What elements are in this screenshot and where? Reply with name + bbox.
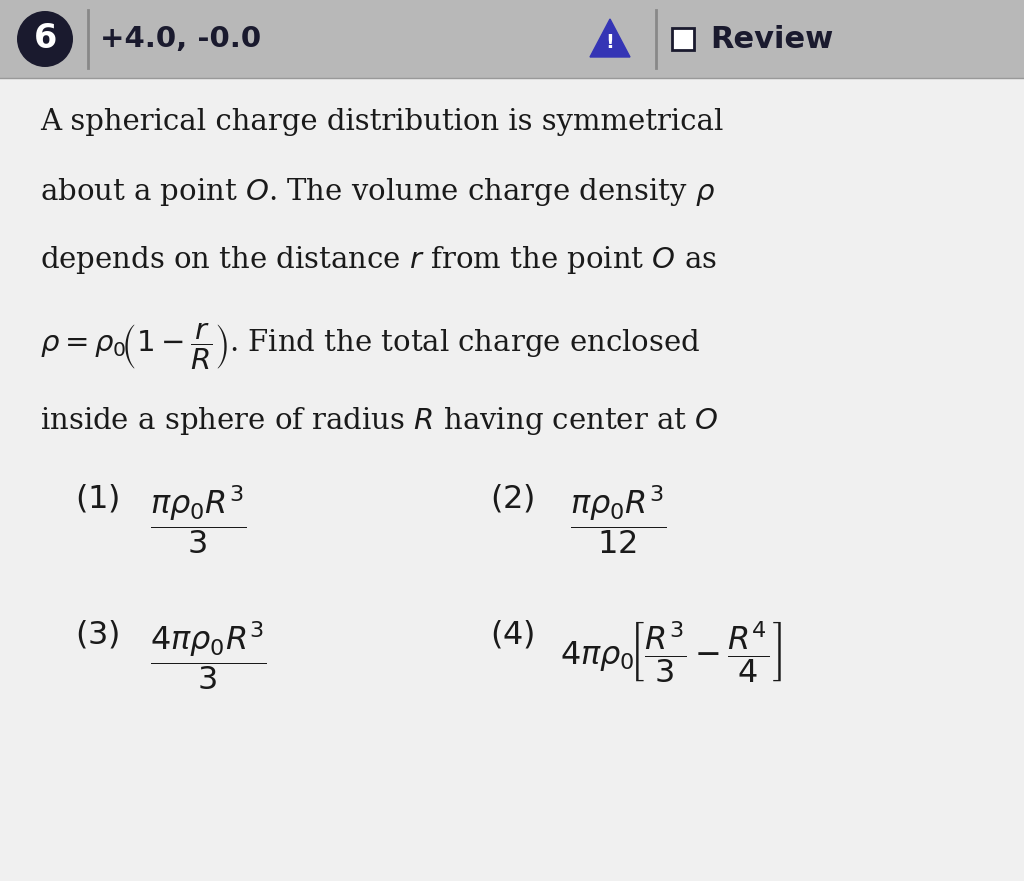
Text: 6: 6 — [34, 23, 56, 56]
Text: $(4)$: $(4)$ — [490, 619, 535, 651]
Text: about a point $O$. The volume charge density $\rho$: about a point $O$. The volume charge den… — [40, 176, 716, 208]
Text: +4.0, -0.0: +4.0, -0.0 — [100, 25, 261, 53]
Polygon shape — [590, 19, 630, 57]
Text: $(3)$: $(3)$ — [75, 619, 120, 651]
Text: $\dfrac{\pi\rho_0 R^3}{12}$: $\dfrac{\pi\rho_0 R^3}{12}$ — [570, 483, 667, 556]
Text: !: ! — [605, 33, 614, 53]
Text: Review: Review — [710, 25, 834, 54]
Text: $4\pi\rho_0\!\left[\dfrac{R^3}{3}-\dfrac{R^4}{4}\right]$: $4\pi\rho_0\!\left[\dfrac{R^3}{3}-\dfrac… — [560, 619, 781, 685]
Text: $(2)$: $(2)$ — [490, 483, 535, 515]
Text: depends on the distance $r$ from the point $O$ as: depends on the distance $r$ from the poi… — [40, 244, 717, 276]
Bar — [672, 28, 694, 50]
Text: inside a sphere of radius $R$ having center at $O$: inside a sphere of radius $R$ having cen… — [40, 405, 719, 437]
Text: $\dfrac{\pi\rho_0 R^3}{3}$: $\dfrac{\pi\rho_0 R^3}{3}$ — [150, 483, 247, 556]
Bar — [0, 0, 1024, 78]
Text: A spherical charge distribution is symmetrical: A spherical charge distribution is symme… — [40, 108, 723, 136]
Circle shape — [17, 11, 73, 67]
Text: $\dfrac{4\pi\rho_0 R^3}{3}$: $\dfrac{4\pi\rho_0 R^3}{3}$ — [150, 619, 266, 692]
Text: $\rho=\rho_0\!\left(1-\dfrac{r}{R}\right)$. Find the total charge enclosed: $\rho=\rho_0\!\left(1-\dfrac{r}{R}\right… — [40, 322, 700, 372]
Text: $(1)$: $(1)$ — [75, 483, 120, 515]
